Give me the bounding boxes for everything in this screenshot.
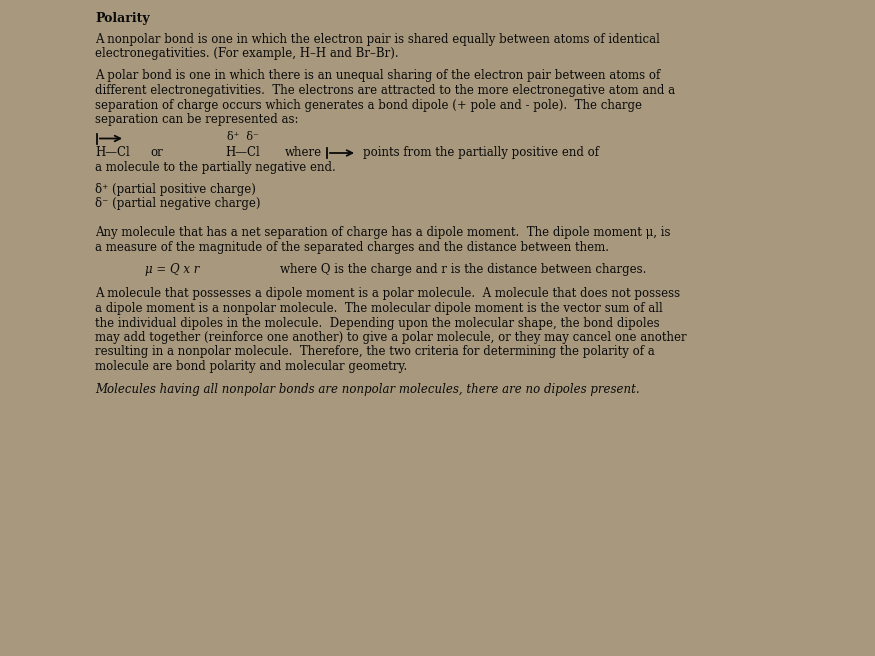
Text: or: or [150,146,163,159]
Text: separation of charge occurs which generates a bond dipole (+ pole and - pole).  : separation of charge occurs which genera… [95,98,642,112]
Text: Any molecule that has a net separation of charge has a dipole moment.  The dipol: Any molecule that has a net separation o… [95,226,670,239]
Text: δ⁺ (partial positive charge): δ⁺ (partial positive charge) [95,183,256,196]
Text: where: where [285,146,322,159]
Text: separation can be represented as:: separation can be represented as: [95,113,298,126]
Text: molecule are bond polarity and molecular geometry.: molecule are bond polarity and molecular… [95,360,407,373]
Text: the individual dipoles in the molecule.  Depending upon the molecular shape, the: the individual dipoles in the molecule. … [95,316,660,329]
Text: where Q is the charge and r is the distance between charges.: where Q is the charge and r is the dista… [280,263,647,276]
Text: Polarity: Polarity [95,12,150,25]
Text: a dipole moment is a nonpolar molecule.  The molecular dipole moment is the vect: a dipole moment is a nonpolar molecule. … [95,302,662,315]
Text: A nonpolar bond is one in which the electron pair is shared equally between atom: A nonpolar bond is one in which the elec… [95,33,660,45]
Text: a measure of the magnitude of the separated charges and the distance between the: a measure of the magnitude of the separa… [95,241,609,253]
Text: A molecule that possesses a dipole moment is a polar molecule.  A molecule that : A molecule that possesses a dipole momen… [95,287,680,300]
Text: a molecule to the partially negative end.: a molecule to the partially negative end… [95,161,336,173]
Text: δ⁻ (partial negative charge): δ⁻ (partial negative charge) [95,197,261,211]
Text: A polar bond is one in which there is an unequal sharing of the electron pair be: A polar bond is one in which there is an… [95,70,661,83]
Text: electronegativities. (For example, H–H and Br–Br).: electronegativities. (For example, H–H a… [95,47,399,60]
Text: δ⁺  δ⁻: δ⁺ δ⁻ [227,131,259,142]
Text: H—Cl: H—Cl [95,146,130,159]
Text: may add together (reinforce one another) to give a polar molecule, or they may c: may add together (reinforce one another)… [95,331,687,344]
Text: different electronegativities.  The electrons are attracted to the more electron: different electronegativities. The elect… [95,84,676,97]
Text: resulting in a nonpolar molecule.  Therefore, the two criteria for determining t: resulting in a nonpolar molecule. Theref… [95,346,654,358]
Text: μ = Q x r: μ = Q x r [145,263,200,276]
Text: Molecules having all nonpolar bonds are nonpolar molecules, there are no dipoles: Molecules having all nonpolar bonds are … [95,382,640,396]
Text: H—Cl: H—Cl [225,146,260,159]
Text: points from the partially positive end of: points from the partially positive end o… [363,146,599,159]
